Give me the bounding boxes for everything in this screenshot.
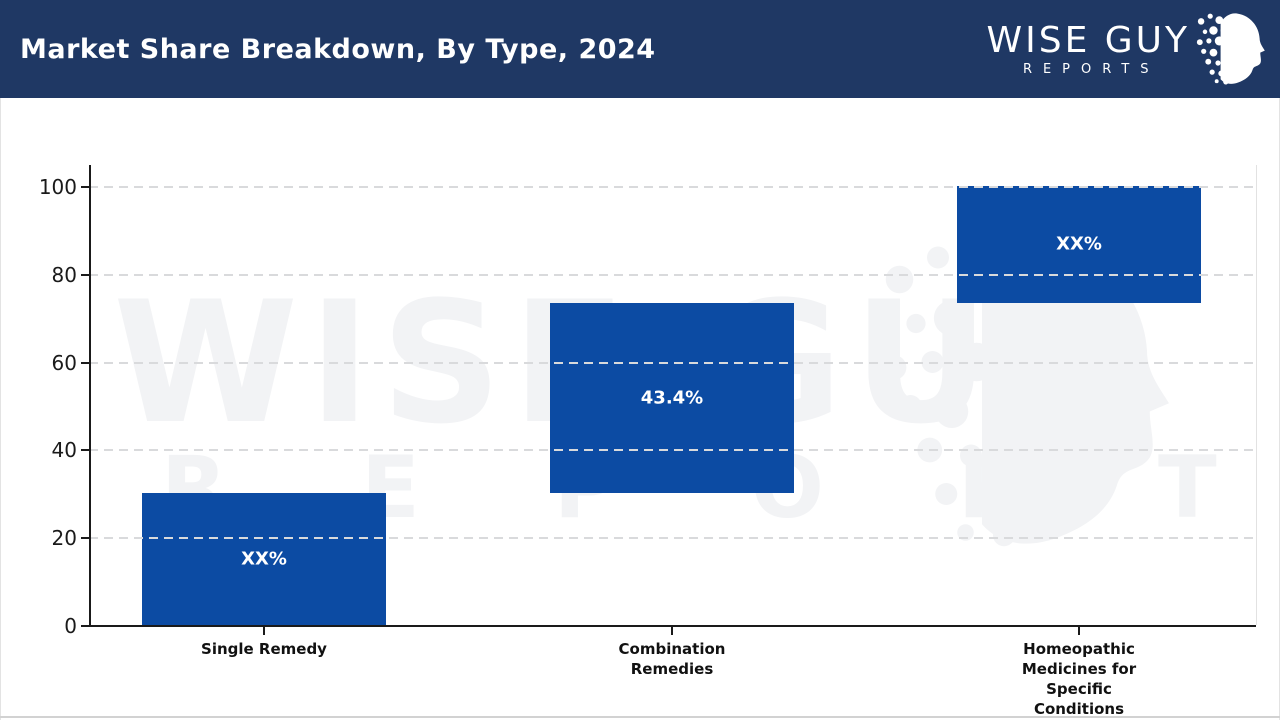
y-tick-label: 20 bbox=[51, 526, 77, 551]
bar-segment bbox=[550, 302, 794, 494]
plot-right-border bbox=[1256, 165, 1257, 625]
y-tick-label: 0 bbox=[64, 614, 77, 638]
chart-canvas: WISE GUY R E P O R T S 020406080100XX%43… bbox=[0, 98, 1280, 720]
gridline bbox=[89, 449, 1256, 452]
page-title: Market Share Breakdown, By Type, 2024 bbox=[20, 34, 656, 65]
y-tick-mark bbox=[81, 449, 89, 452]
bottom-divider bbox=[0, 716, 1280, 718]
bar-value-label: XX% bbox=[241, 548, 287, 570]
x-category-label: Single Remedy bbox=[201, 640, 327, 658]
brand-face-icon bbox=[1196, 13, 1265, 85]
brand-wordmark: WISE GUY REPORTS bbox=[987, 22, 1191, 78]
bar-segment bbox=[142, 493, 386, 625]
y-axis-spine bbox=[89, 165, 91, 627]
brand-subname: REPORTS bbox=[1022, 62, 1160, 77]
y-tick-label: 60 bbox=[51, 350, 77, 375]
x-category-label: Combination Remedies bbox=[618, 640, 726, 678]
y-tick-mark bbox=[81, 273, 89, 276]
y-tick-label: 40 bbox=[51, 438, 77, 463]
y-tick-mark bbox=[81, 625, 89, 627]
gridline bbox=[89, 273, 1256, 276]
bar-value-label: XX% bbox=[1056, 233, 1102, 255]
x-tick-mark bbox=[1078, 627, 1080, 635]
x-tick-mark bbox=[263, 627, 265, 635]
brand-logo: WISE GUY REPORTS bbox=[987, 6, 1271, 94]
y-tick-label: 100 bbox=[38, 175, 77, 199]
y-tick-label: 80 bbox=[51, 262, 77, 287]
y-tick-mark bbox=[81, 537, 89, 540]
x-tick-mark bbox=[671, 627, 673, 635]
bar-value-label: 43.4% bbox=[640, 387, 704, 409]
y-tick-mark bbox=[81, 186, 89, 188]
header-bar: Market Share Breakdown, By Type, 2024 WI… bbox=[0, 0, 1280, 98]
x-axis-spine bbox=[89, 625, 1256, 627]
x-category-label: Homeopathic Medicines for Specific Condi… bbox=[1021, 640, 1137, 718]
gridline bbox=[89, 361, 1256, 364]
gridline bbox=[89, 186, 1256, 188]
gridline bbox=[89, 537, 1256, 540]
y-tick-mark bbox=[81, 361, 89, 364]
brand-name: WISE GUY bbox=[986, 20, 1190, 61]
